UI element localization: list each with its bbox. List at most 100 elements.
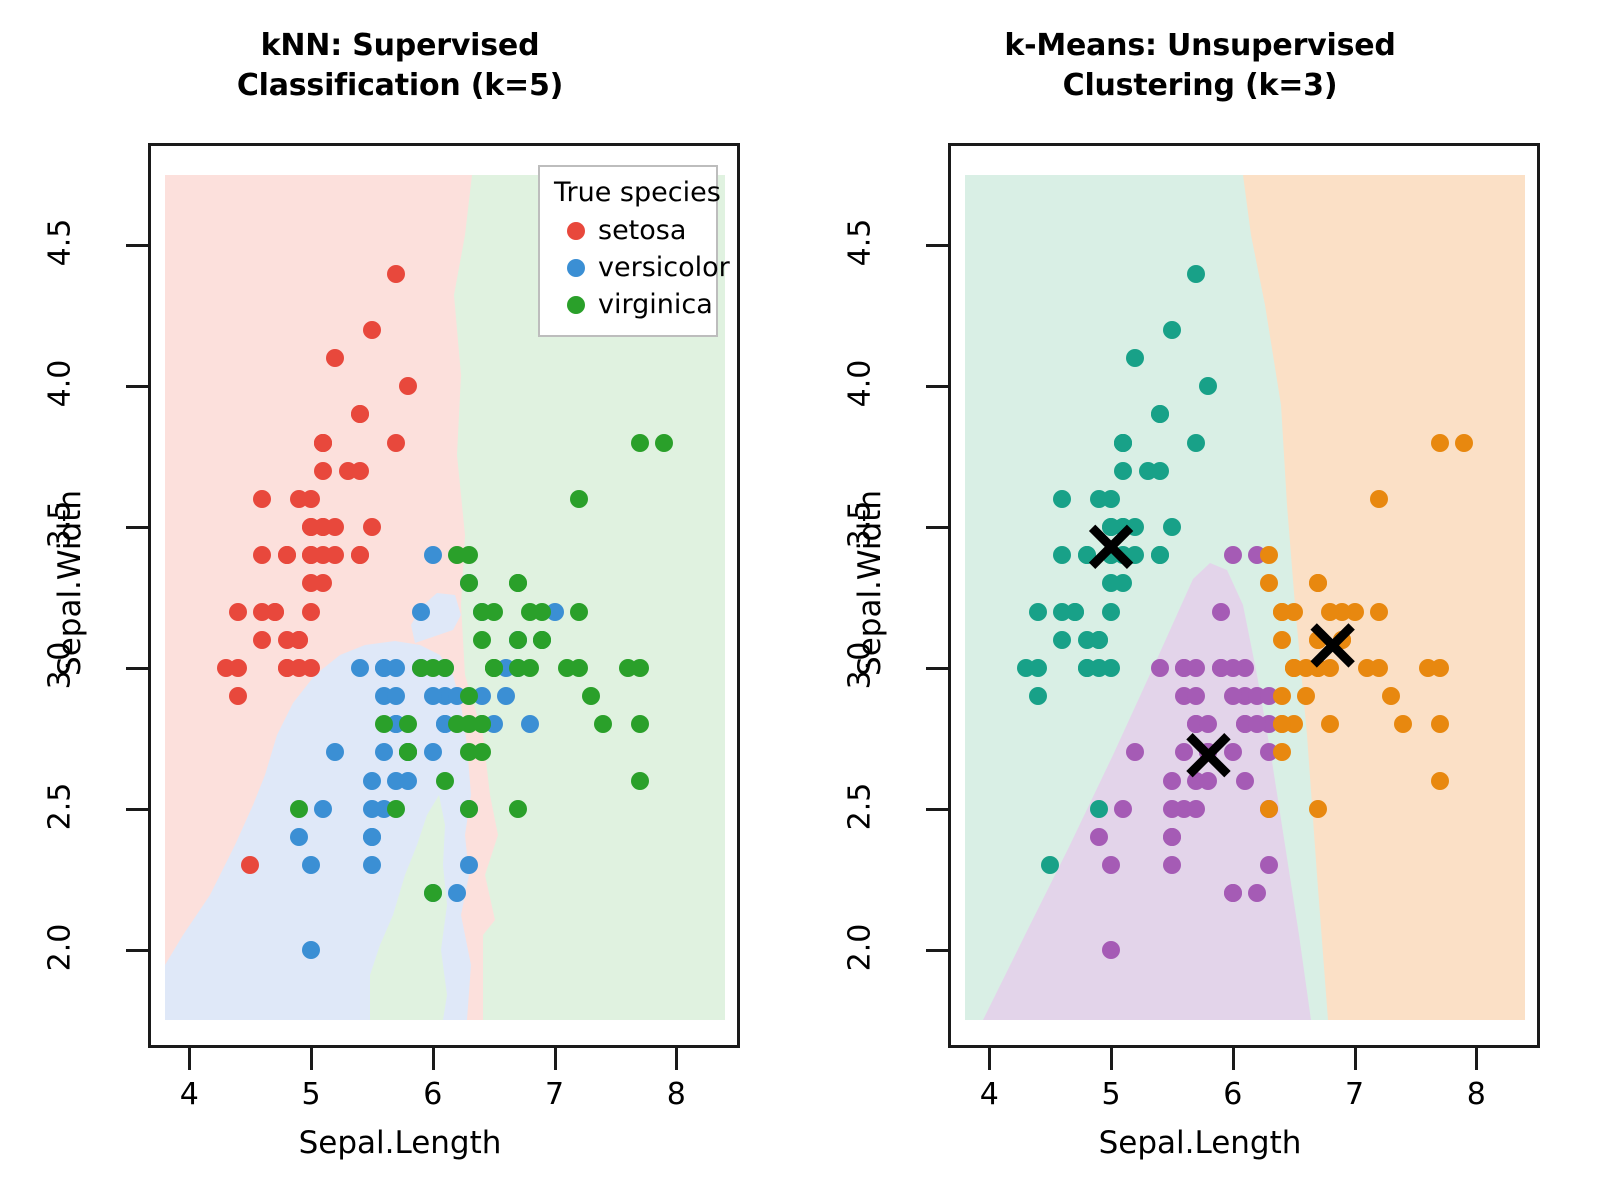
x-tick	[310, 1048, 314, 1070]
data-point	[1077, 546, 1096, 565]
data-point	[1102, 574, 1121, 593]
data-point	[362, 320, 381, 339]
data-point	[253, 630, 272, 649]
data-point	[1455, 433, 1474, 452]
data-point	[1053, 489, 1072, 508]
data-point	[1029, 602, 1048, 621]
data-point	[1248, 884, 1267, 903]
data-point	[1260, 799, 1279, 818]
data-point	[289, 799, 308, 818]
data-point	[326, 349, 345, 368]
x-tick	[1475, 1048, 1479, 1070]
data-point	[411, 602, 430, 621]
data-point	[387, 658, 406, 677]
data-point	[1248, 715, 1267, 734]
data-point	[1150, 546, 1169, 565]
data-point	[1199, 771, 1218, 790]
data-point	[1077, 658, 1096, 677]
plot-area-kmeans	[965, 175, 1525, 1020]
data-point	[399, 743, 418, 762]
data-point	[1029, 687, 1048, 706]
data-point	[1223, 546, 1242, 565]
data-point	[1162, 856, 1181, 875]
data-point	[229, 658, 248, 677]
data-point	[1382, 687, 1401, 706]
data-point	[1430, 433, 1449, 452]
data-point	[630, 715, 649, 734]
data-point	[1187, 433, 1206, 452]
data-point	[1260, 574, 1279, 593]
y-tick	[926, 666, 948, 670]
data-point	[1199, 377, 1218, 396]
x-tick	[1231, 1048, 1235, 1070]
data-point	[362, 827, 381, 846]
data-point	[1296, 687, 1315, 706]
data-point	[1175, 743, 1194, 762]
data-point	[1272, 715, 1291, 734]
legend-knn[interactable]: True species setosa versicolor virginica	[538, 165, 730, 337]
data-point	[1260, 856, 1279, 875]
panel-knn: kNN: Supervised Classification (k=5) 4 5 6…	[43, 28, 740, 1161]
data-point	[423, 884, 442, 903]
data-point	[302, 856, 321, 875]
data-point	[569, 489, 588, 508]
data-point	[1309, 574, 1328, 593]
data-point	[569, 602, 588, 621]
y-tick	[126, 948, 148, 952]
centroid-markers	[1088, 524, 1355, 778]
data-point	[1089, 489, 1108, 508]
data-point	[1126, 349, 1145, 368]
legend-item-setosa[interactable]: setosa	[554, 212, 702, 249]
data-point	[289, 630, 308, 649]
data-point	[399, 771, 418, 790]
data-point	[460, 743, 479, 762]
data-point	[350, 405, 369, 424]
data-point	[387, 264, 406, 283]
data-point	[1272, 602, 1291, 621]
data-point	[448, 884, 467, 903]
data-point	[423, 546, 442, 565]
y-tick	[126, 244, 148, 248]
y-tick	[926, 526, 948, 530]
data-point	[1321, 715, 1340, 734]
legend-title-knn: True species	[554, 177, 721, 208]
x-tick	[431, 1048, 435, 1070]
data-point	[1138, 461, 1157, 480]
data-point	[387, 799, 406, 818]
data-point	[1162, 827, 1181, 846]
data-point	[1102, 658, 1121, 677]
data-point	[314, 799, 333, 818]
cluster-regions-kmeans	[965, 175, 1525, 1020]
x-tick-label: 6	[423, 1077, 443, 1112]
data-point	[582, 687, 601, 706]
data-point	[289, 827, 308, 846]
data-point	[460, 574, 479, 593]
data-point	[1211, 658, 1230, 677]
data-point	[338, 461, 357, 480]
legend-item-versicolor[interactable]: versicolor	[554, 249, 730, 286]
data-point	[1430, 658, 1449, 677]
legend-label-versicolor: versicolor	[598, 252, 730, 283]
data-point	[1041, 856, 1060, 875]
data-point	[630, 658, 649, 677]
y-tick	[126, 526, 148, 530]
y-axis-title-knn: Sepal.Width	[52, 490, 88, 676]
data-point	[630, 771, 649, 790]
data-point	[411, 658, 430, 677]
x-axis-title-knn: Sepal.Length	[298, 1125, 502, 1161]
data-point	[1150, 405, 1169, 424]
data-point	[1114, 461, 1133, 480]
legend-swatch-virginica-icon	[554, 295, 598, 314]
data-point	[302, 940, 321, 959]
legend-item-virginica[interactable]: virginica	[554, 286, 713, 323]
data-point	[1150, 658, 1169, 677]
data-point	[229, 687, 248, 706]
x-tick-label: 6	[1223, 1077, 1243, 1112]
data-point	[1114, 799, 1133, 818]
data-point	[533, 630, 552, 649]
data-point	[1126, 743, 1145, 762]
data-point	[1223, 687, 1242, 706]
data-point	[460, 856, 479, 875]
panel-title-knn: kNN: Supervised Classification (k=5)	[236, 28, 564, 103]
